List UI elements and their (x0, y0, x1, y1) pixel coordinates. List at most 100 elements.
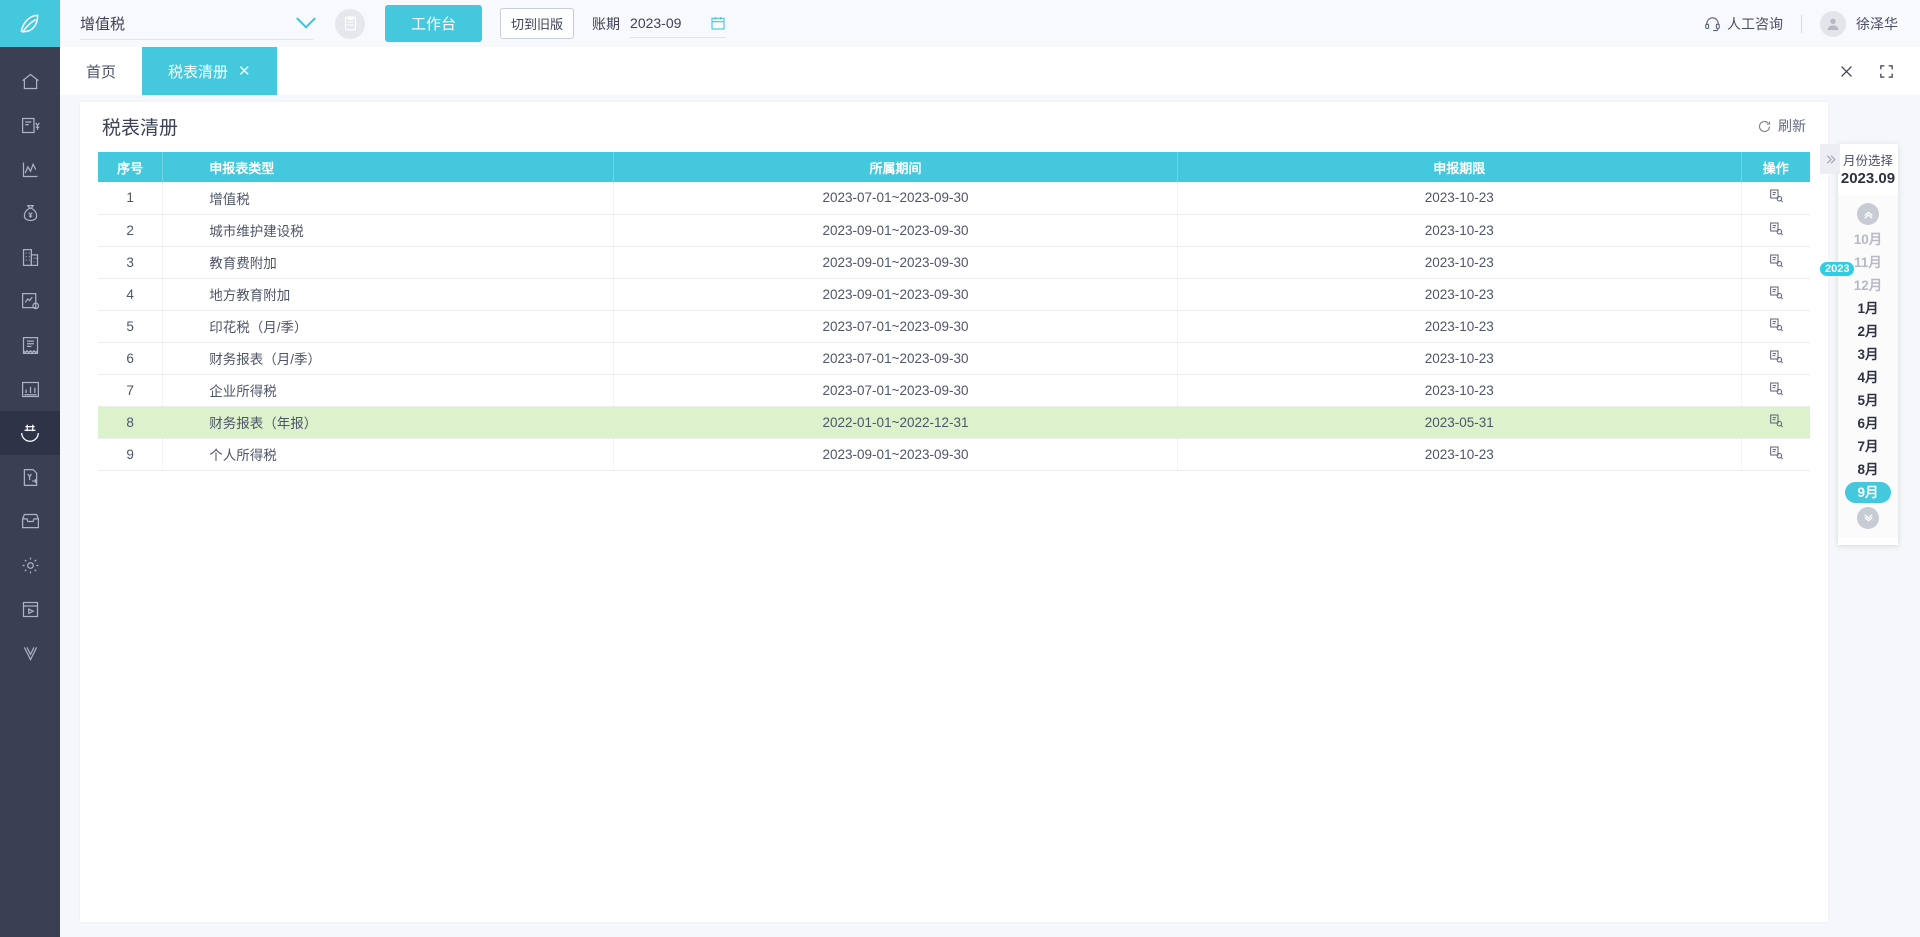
month-option[interactable]: 11月 (1854, 255, 1882, 270)
close-icon[interactable]: ✕ (238, 63, 251, 80)
view-detail-button[interactable] (1768, 445, 1784, 461)
view-detail-button[interactable] (1768, 317, 1784, 333)
cell-type: 教育费附加 (162, 246, 615, 279)
archive-inbox-icon (21, 513, 39, 528)
cell-deadline: 2023-10-23 (1177, 342, 1742, 375)
month-option[interactable]: 8月 (1857, 462, 1879, 477)
sidebar-item-funds[interactable] (0, 191, 60, 235)
document-search-icon (1769, 414, 1783, 427)
tab-tax-list[interactable]: 税表清册 ✕ (142, 47, 277, 95)
tax-type-selector[interactable]: 增值税 (80, 8, 316, 40)
month-option[interactable]: 12月 (1853, 278, 1883, 293)
month-scroll-down-button[interactable] (1857, 507, 1879, 529)
cell-type: 财务报表（年报） (162, 406, 615, 439)
user-name[interactable]: 徐泽华 (1856, 15, 1898, 32)
view-detail-button[interactable] (1768, 221, 1784, 237)
sidebar-item-media[interactable] (0, 587, 60, 631)
sidebar-item-company[interactable] (0, 235, 60, 279)
cell-no: 8 (98, 406, 164, 439)
view-detail-button[interactable] (1768, 381, 1784, 397)
cell-operation (1741, 246, 1810, 279)
month-option[interactable]: 6月 (1857, 416, 1879, 431)
month-option[interactable]: 4月 (1857, 370, 1879, 385)
switch-old-version-button[interactable]: 切到旧版 (500, 8, 575, 39)
refresh-label: 刷新 (1778, 118, 1806, 134)
sidebar-item-receipts[interactable] (0, 323, 60, 367)
year-badge: 2023 (1820, 262, 1855, 276)
document-search-icon (1769, 189, 1783, 203)
sidebar-item-reports[interactable] (0, 279, 60, 323)
view-detail-button[interactable] (1768, 188, 1784, 204)
tax-forms-table: 序号 申报表类型 所属期间 申报期限 操作 1 增值税 2023-07-01~202… (98, 152, 1810, 471)
month-option[interactable]: 7月 (1857, 439, 1879, 454)
tab-home[interactable]: 首页 (60, 47, 142, 95)
leaf-logo-icon (20, 14, 39, 33)
month-option[interactable]: 3月 (1857, 347, 1879, 362)
avatar[interactable] (1820, 10, 1846, 37)
sidebar-item-analytics[interactable] (0, 147, 60, 191)
cell-operation (1741, 406, 1810, 439)
workbench-button[interactable]: 工作台 (385, 5, 483, 42)
cell-type: 城市维护建设税 (162, 214, 615, 247)
cell-type: 财务报表（月/季） (162, 342, 615, 375)
sidebar-item-home[interactable] (0, 59, 60, 103)
support-button[interactable]: 人工咨询 (1704, 14, 1783, 34)
sidebar-item-settings[interactable] (0, 543, 60, 587)
document-search-icon (1769, 254, 1783, 267)
month-option[interactable]: 1月 (1857, 301, 1879, 316)
cell-deadline: 2023-10-23 (1177, 278, 1742, 311)
view-detail-button[interactable] (1768, 285, 1784, 301)
document-search-icon (1769, 222, 1783, 235)
cell-no: 6 (98, 342, 164, 375)
month-scroll-up-button[interactable] (1857, 203, 1879, 225)
month-option[interactable]: 2月 (1857, 324, 1879, 339)
cell-period: 2023-07-01~2023-09-30 (613, 374, 1178, 407)
month-option[interactable]: 5月 (1857, 393, 1879, 408)
fullscreen-icon (1879, 64, 1893, 78)
table-row[interactable]: 7 企业所得税 2023-07-01~2023-09-30 2023-10-23 (98, 374, 1810, 407)
month-picker-title: 月份选择 (1842, 154, 1893, 168)
period-picker[interactable]: 2023-09 (630, 10, 727, 38)
report-chart-icon (21, 292, 39, 309)
sidebar-item-invoice[interactable] (0, 103, 60, 147)
fullscreen-button[interactable] (1866, 47, 1906, 95)
cell-type: 地方教育附加 (162, 278, 615, 311)
cell-no: 3 (98, 246, 164, 279)
cell-period: 2023-07-01~2023-09-30 (613, 342, 1178, 375)
month-option[interactable]: 10月 (1853, 232, 1883, 247)
view-detail-button[interactable] (1768, 413, 1784, 429)
headset-icon (1705, 17, 1720, 32)
cell-operation (1741, 438, 1810, 471)
v-logo-icon (23, 646, 37, 661)
app-logo[interactable] (0, 0, 60, 47)
table-row[interactable]: 3 教育费附加 2023-09-01~2023-09-30 2023-10-23 (98, 246, 1810, 279)
refresh-button[interactable]: 刷新 (1757, 116, 1806, 136)
sidebar-item-v[interactable] (0, 631, 60, 675)
table-row[interactable]: 1 增值税 2023-07-01~2023-09-30 2023-10-23 (98, 182, 1810, 215)
table-header-row: 序号 申报表类型 所属期间 申报期限 操作 (98, 152, 1810, 182)
sidebar-item-bank[interactable] (0, 367, 60, 411)
cell-operation (1741, 182, 1810, 215)
sidebar-item-export[interactable] (0, 455, 60, 499)
cell-deadline: 2023-10-23 (1177, 214, 1742, 247)
column-header-type: 申报表类型 (162, 152, 615, 182)
table-row[interactable]: 9 个人所得税 2023-09-01~2023-09-30 2023-10-23 (98, 438, 1810, 471)
table-row[interactable]: 4 地方教育附加 2023-09-01~2023-09-30 2023-10-23 (98, 278, 1810, 311)
close-window-button[interactable] (1826, 47, 1866, 95)
document-search-icon (1769, 382, 1783, 395)
clipboard-button[interactable] (335, 8, 365, 39)
month-option[interactable]: 9月 (1845, 482, 1891, 503)
view-detail-button[interactable] (1768, 253, 1784, 269)
view-detail-button[interactable] (1768, 349, 1784, 365)
sidebar-item-tax[interactable] (0, 411, 60, 455)
month-picker-toggle[interactable] (1820, 144, 1840, 174)
table-row[interactable]: 6 财务报表（月/季） 2023-07-01~2023-09-30 2023-10-2… (98, 342, 1810, 375)
cell-period: 2023-07-01~2023-09-30 (613, 310, 1178, 343)
table-row[interactable]: 2 城市维护建设税 2023-09-01~2023-09-30 2023-10-23 (98, 214, 1810, 247)
document-search-icon (1769, 446, 1783, 459)
table-row[interactable]: 8 财务报表（年报） 2022-01-01~2022-12-31 2023-05-31 (98, 406, 1810, 439)
sidebar-item-archive[interactable] (0, 499, 60, 543)
table-row[interactable]: 5 印花税（月/季） 2023-07-01~2023-09-30 2023-10-23 (98, 310, 1810, 343)
document-search-icon (1769, 350, 1783, 363)
cell-type: 企业所得税 (162, 374, 615, 407)
